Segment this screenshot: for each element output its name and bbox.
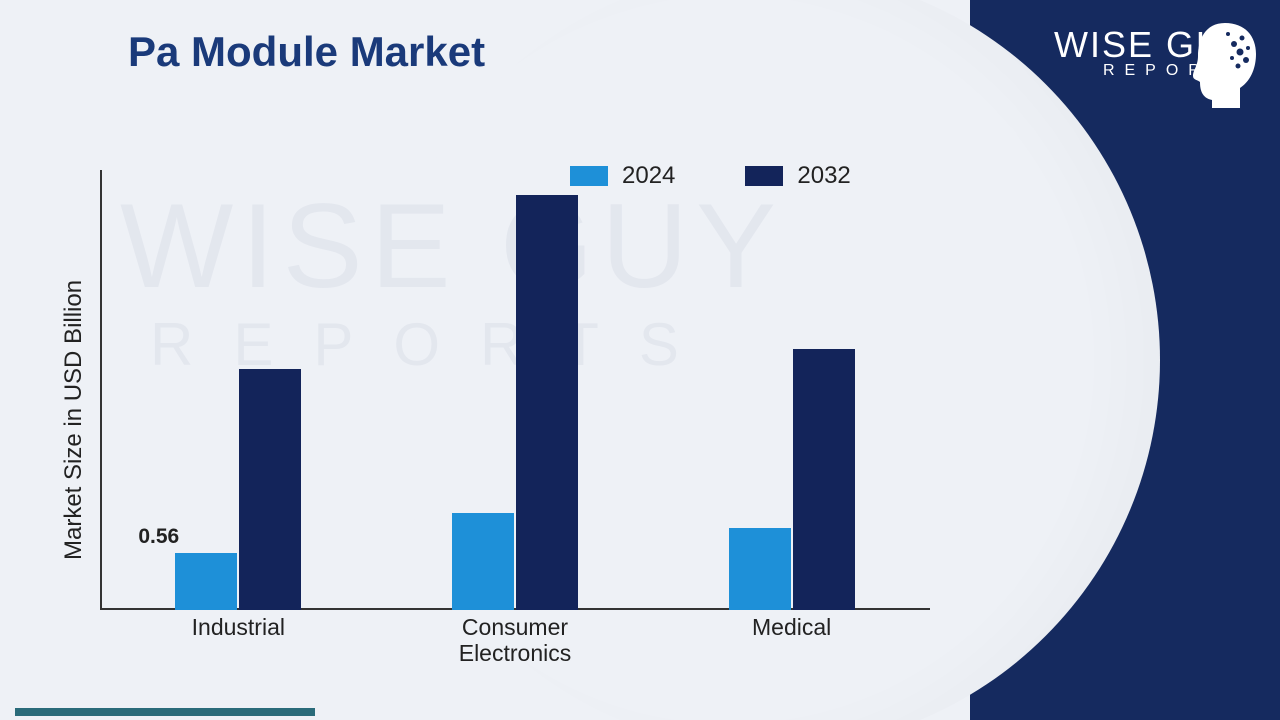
category-label: ConsumerElectronics [415, 614, 615, 667]
bar [175, 553, 237, 610]
category-labels: Industrial ConsumerElectronics Medical [100, 614, 930, 667]
page-title: Pa Module Market [128, 28, 485, 76]
bar-group [692, 349, 892, 610]
bar-groups: 0.56 [100, 170, 930, 610]
category-label: Industrial [138, 614, 338, 667]
brand-head-icon [1190, 18, 1260, 108]
bar [516, 195, 578, 610]
category-label: Medical [692, 614, 892, 667]
bar-value-label: 0.56 [138, 525, 179, 549]
bottom-accent-bar [15, 708, 315, 716]
bar [452, 513, 514, 610]
bar [793, 349, 855, 610]
page-root: WISE GUY REPORTS Pa Module Market WISE G… [0, 0, 1280, 720]
bar [729, 528, 791, 610]
bar-group [415, 195, 615, 610]
y-axis-label: Market Size in USD Billion [60, 280, 88, 560]
bar [239, 369, 301, 610]
chart-area: 20242032 0.56 IndustrialConsumerElectron… [100, 170, 950, 670]
bar-group: 0.56 [138, 369, 338, 610]
